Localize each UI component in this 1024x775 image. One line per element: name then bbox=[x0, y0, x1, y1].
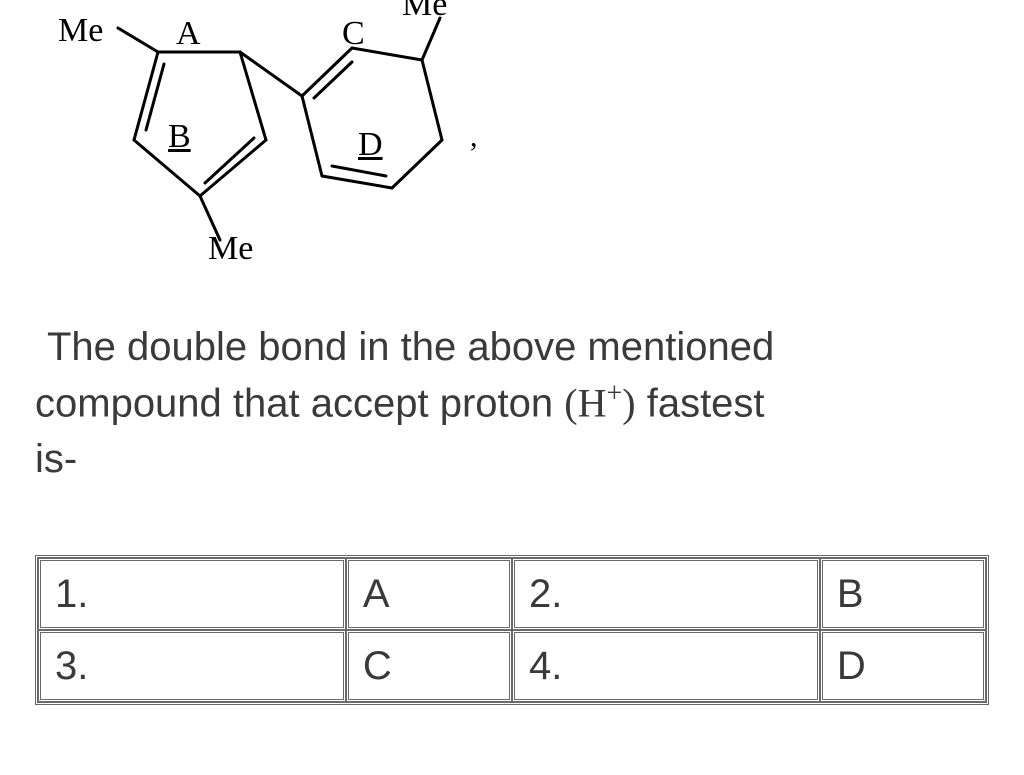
option-3-letter[interactable]: C bbox=[346, 630, 512, 702]
label-me-bottom: Me bbox=[208, 230, 253, 268]
label-me-top-right: Me bbox=[402, 0, 447, 24]
option-3-number[interactable]: 3. bbox=[38, 630, 346, 702]
question-hplus-open: (H bbox=[564, 381, 606, 426]
option-1-letter[interactable]: A bbox=[346, 558, 512, 630]
question-line-1: The double bond in the above mentioned bbox=[35, 320, 995, 375]
option-1-number[interactable]: 1. bbox=[38, 558, 346, 630]
option-2-number[interactable]: 2. bbox=[512, 558, 820, 630]
question-hplus-sup: + bbox=[606, 378, 622, 409]
molecule-svg bbox=[40, 0, 600, 300]
question-hplus-close: ) bbox=[622, 381, 635, 426]
label-comma: , bbox=[470, 120, 478, 154]
option-4-letter[interactable]: D bbox=[820, 630, 986, 702]
label-d: D bbox=[358, 126, 383, 164]
option-2-letter[interactable]: B bbox=[820, 558, 986, 630]
question-line-3: is- bbox=[35, 432, 995, 487]
question-line-2e: fastest bbox=[636, 382, 765, 426]
question-text: The double bond in the above mentioned c… bbox=[35, 320, 995, 487]
label-a: A bbox=[176, 15, 201, 53]
table-row: 3. C 4. D bbox=[38, 630, 986, 702]
label-me-top-left: Me bbox=[58, 12, 103, 50]
option-4-number[interactable]: 4. bbox=[512, 630, 820, 702]
options-table: 1. A 2. B 3. C 4. D bbox=[35, 555, 989, 705]
chemical-structure-diagram: Me A Me C B D , Me bbox=[40, 0, 600, 300]
label-b: B bbox=[168, 118, 191, 156]
table-row: 1. A 2. B bbox=[38, 558, 986, 630]
question-line-2: compound that accept proton (H+) fastest bbox=[35, 375, 995, 432]
question-line-2a: compound that accept proton bbox=[35, 382, 564, 426]
label-c: C bbox=[342, 15, 365, 53]
